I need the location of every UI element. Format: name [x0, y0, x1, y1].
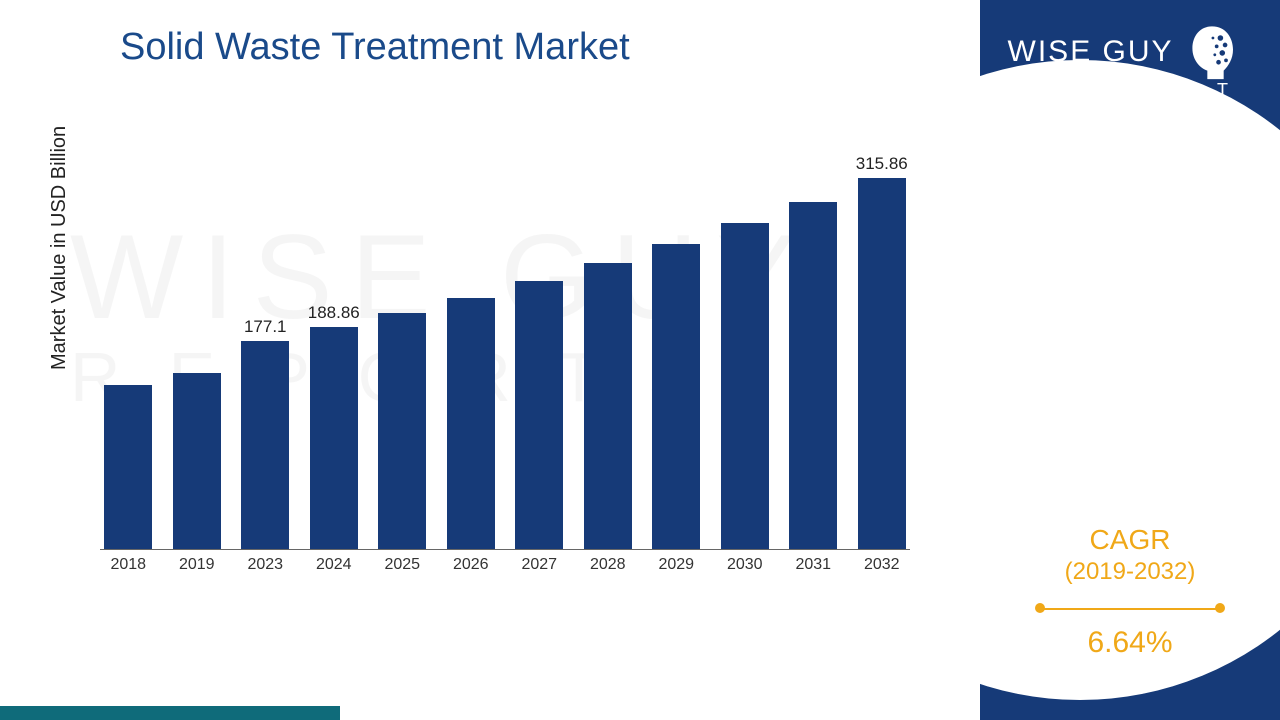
infographic-stage: WISE GUY REPORTS WISE GUY: [0, 0, 1280, 720]
bar: [104, 385, 152, 549]
x-tick-label: 2028: [584, 550, 633, 580]
bar-value-label: 177.1: [244, 317, 287, 337]
bar-wrap: [104, 150, 153, 549]
x-tick-label: 2025: [378, 550, 427, 580]
bar: [173, 373, 221, 549]
x-tick-label: 2023: [241, 550, 290, 580]
x-tick-label: 2032: [858, 550, 907, 580]
x-tick-label: 2029: [652, 550, 701, 580]
bar-value-label: 315.86: [856, 154, 908, 174]
x-tick-label: 2030: [721, 550, 770, 580]
bar: [447, 298, 495, 549]
plot-area: 177.1 188.86 315.86: [100, 150, 910, 550]
logo-text-line2: R E P O R T S: [980, 80, 1240, 122]
bar-wrap: [721, 150, 770, 549]
x-tick-label: 2027: [515, 550, 564, 580]
bar-chart: 177.1188.86315.86 2018201920232024202520…: [80, 150, 910, 580]
bottom-accent-strip: [0, 706, 340, 720]
bar-value-label: 188.86: [308, 303, 360, 323]
logo-head-icon: [1184, 24, 1240, 80]
chart-title: Solid Waste Treatment Market: [120, 26, 630, 69]
bar-wrap: [378, 150, 427, 549]
bar-wrap: [447, 150, 496, 549]
x-tick-label: 2031: [789, 550, 838, 580]
cagr-separator: [1040, 598, 1220, 618]
bar-wrap: [789, 150, 838, 549]
x-tick-label: 2026: [447, 550, 496, 580]
logo-text-line1: WISE GUY: [1008, 35, 1174, 69]
bar: [652, 244, 700, 549]
bar: [241, 341, 289, 549]
bar-wrap: [584, 150, 633, 549]
bar: [858, 178, 906, 549]
bars-row: 177.1 188.86 315.86: [100, 150, 910, 549]
bar-wrap: [652, 150, 701, 549]
cagr-box: CAGR (2019-2032) 6.64%: [1020, 524, 1240, 660]
x-tick-label: 2018: [104, 550, 153, 580]
brand-logo: WISE GUY R E P O R T S: [980, 24, 1240, 122]
bar-wrap: [173, 150, 222, 549]
bar: [584, 263, 632, 549]
bar-wrap: [515, 150, 564, 549]
x-axis-labels: 2018 2019 2023 2024 2025 2026 2027 2028 2029 2030…: [100, 550, 910, 580]
bar: [721, 223, 769, 549]
cagr-value: 6.64%: [1020, 626, 1240, 660]
bar: [310, 327, 358, 549]
bar-wrap: 315.86: [858, 150, 907, 549]
x-tick-label: 2024: [310, 550, 359, 580]
bar: [515, 281, 563, 549]
bar-wrap: 188.86: [310, 150, 359, 549]
y-axis-label: Market Value in USD Billion: [48, 126, 71, 370]
right-panel-overlay: WISE GUY R E P O R T S CAGR (2019-2032): [980, 0, 1280, 720]
bar: [378, 313, 426, 549]
bar-wrap: 177.1: [241, 150, 290, 549]
cagr-label: CAGR: [1020, 524, 1240, 556]
bar: [789, 202, 837, 549]
cagr-period: (2019-2032): [1020, 558, 1240, 586]
x-tick-label: 2019: [173, 550, 222, 580]
